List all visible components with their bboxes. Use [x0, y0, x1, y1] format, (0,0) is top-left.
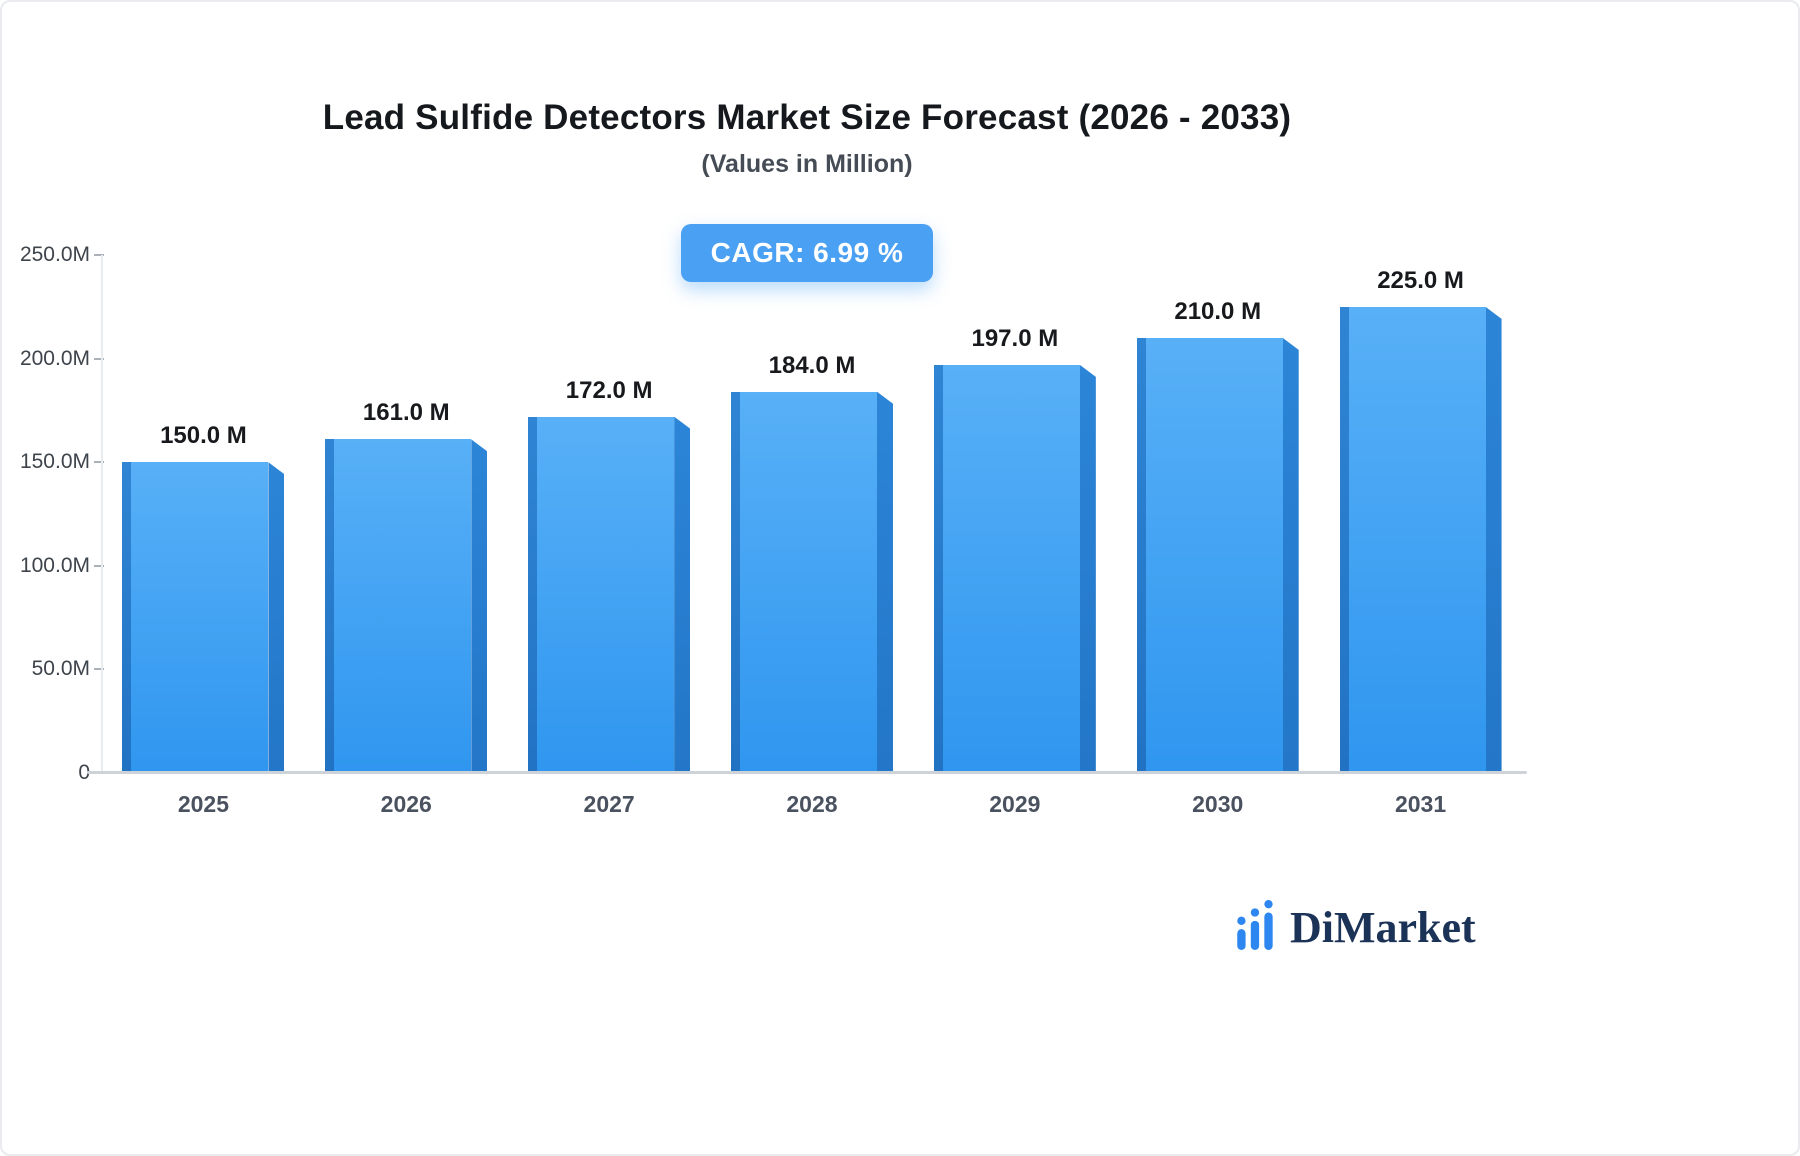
x-axis-label: 2028	[786, 791, 838, 817]
chart-title: Lead Sulfide Detectors Market Size Forec…	[322, 98, 1292, 137]
bar-left-shade	[1136, 337, 1146, 773]
bar-value-label: 184.0 M	[768, 351, 856, 379]
bar-face	[537, 416, 675, 773]
x-axis-label: 2026	[380, 791, 432, 817]
bar-right-shade	[471, 439, 488, 773]
bar-right-shade	[674, 416, 691, 773]
bar-2027: 172.0 M	[528, 377, 691, 773]
bar-face	[740, 391, 877, 773]
bar-left-shade	[1339, 306, 1349, 773]
y-axis-line	[101, 255, 103, 773]
y-axis: 250.0M 200.0M 150.0M 100.0M 50.0M 0	[2, 243, 104, 784]
logo: DiMarket	[1234, 900, 1476, 950]
bar-left-shade	[731, 391, 740, 773]
y-axis-label: 100.0M	[19, 553, 90, 577]
bar-right-shade	[1485, 306, 1502, 773]
bar-left-shade	[122, 462, 132, 773]
logo-text: DiMarket	[1290, 903, 1476, 952]
bar-2026: 161.0 M	[325, 399, 488, 773]
bar-face	[1145, 337, 1283, 773]
plot-area: 150.0 M 161.0 M 172.0 M 184.0 M 197.0 M 210.0…	[102, 255, 1522, 773]
y-axis-tick	[94, 668, 104, 671]
y-axis-tick	[94, 357, 104, 360]
bar-2031: 225.0 M	[1339, 267, 1502, 773]
bar-left-shade	[933, 364, 943, 773]
x-axis-label: 2025	[177, 791, 229, 817]
y-axis-tick	[94, 254, 104, 256]
bar-2028: 184.0 M	[731, 352, 893, 773]
cagr-badge: CAGR: 6.99 %	[680, 224, 934, 282]
bar-value-label: 197.0 M	[971, 324, 1059, 352]
x-axis-label: 2031	[1394, 791, 1447, 817]
bar-right-shade	[1079, 364, 1096, 773]
bar-face	[131, 462, 269, 773]
bar-2030: 210.0 M	[1136, 298, 1299, 773]
bar-2029: 197.0 M	[933, 325, 1096, 773]
x-axis-label: 2030	[1192, 791, 1244, 817]
bar-right-shade	[1282, 337, 1299, 773]
bar-value-label: 172.0 M	[565, 376, 653, 404]
bar-face	[942, 364, 1080, 773]
y-axis-tick	[94, 564, 104, 567]
x-axis-label: 2027	[583, 791, 635, 817]
bar-left-shade	[325, 439, 335, 773]
bar-value-label: 210.0 M	[1174, 297, 1262, 325]
y-axis-label: 50.0M	[31, 657, 90, 681]
bar-value-label: 225.0 M	[1377, 266, 1464, 294]
bar-right-shade	[877, 391, 893, 773]
y-axis-tick	[94, 461, 104, 464]
x-axis-line	[87, 771, 1527, 774]
chart-subtitle: (Values in Million)	[701, 150, 913, 178]
y-axis-label: 150.0M	[19, 450, 90, 474]
y-axis-label: 200.0M	[19, 346, 90, 370]
cagr-badge-row: CAGR: 6.99 %	[2, 224, 1612, 282]
x-axis-label: 2029	[989, 791, 1041, 817]
bar-face	[334, 439, 472, 773]
y-axis-label: 0	[78, 761, 90, 784]
bar-2025: 150.0 M	[122, 422, 285, 773]
bar-value-label: 161.0 M	[362, 399, 450, 427]
x-axis: 2025 2026 2027 2028 2029 2030 2031	[102, 791, 1522, 831]
bar-chart-logo-icon	[1237, 900, 1273, 950]
bar-face	[1348, 306, 1486, 773]
bar-left-shade	[528, 416, 538, 773]
y-axis-label: 250.0M	[19, 243, 90, 266]
bar-value-label: 150.0 M	[160, 422, 247, 450]
bar-right-shade	[268, 462, 285, 773]
